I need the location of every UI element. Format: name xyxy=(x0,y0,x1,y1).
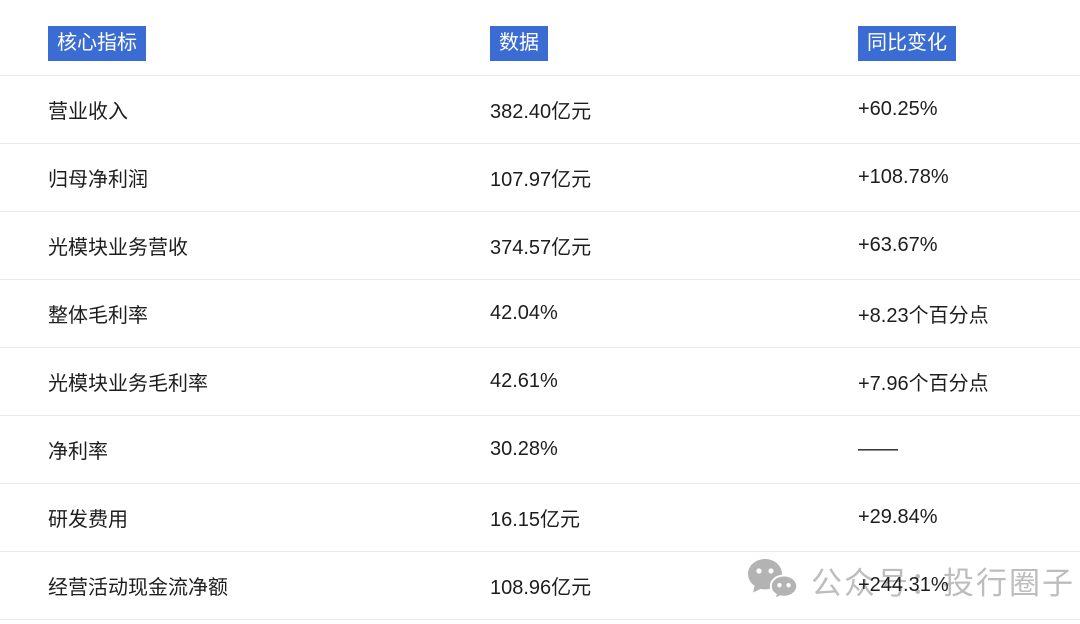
table-header-row: 核心指标 数据 同比变化 xyxy=(0,0,1080,76)
change-cell: +29.84% xyxy=(858,506,938,528)
change-cell: +60.25% xyxy=(858,98,938,120)
table-row: 光模块业务营收 374.57亿元 +63.67% xyxy=(0,212,1080,280)
watermark-text: 公众号：投行圈子 xyxy=(811,565,1075,601)
indicator-cell: 营业收入 xyxy=(48,101,128,123)
indicator-cell: 光模块业务毛利率 xyxy=(48,373,208,395)
table-row: 归母净利润 107.97亿元 +108.78% xyxy=(0,144,1080,212)
header-cell-indicator: 核心指标 xyxy=(48,26,490,61)
table-row: 整体毛利率 42.04% +8.23个百分点 xyxy=(0,280,1080,348)
value-cell: 30.28% xyxy=(490,438,558,460)
value-cell: 107.97亿元 xyxy=(490,169,592,191)
indicator-cell: 整体毛利率 xyxy=(48,305,148,327)
table-body: 营业收入 382.40亿元 +60.25% 归母净利润 107.97亿元 +10… xyxy=(0,76,1080,620)
wechat-icon xyxy=(746,557,798,603)
change-cell: +7.96个百分点 xyxy=(858,373,989,395)
change-cell: +63.67% xyxy=(858,234,938,256)
indicator-cell: 光模块业务营收 xyxy=(48,237,188,259)
change-cell: +244.31% xyxy=(858,574,949,596)
table-row: 经营活动现金流净额 108.96亿元 +244.31% xyxy=(0,552,1080,620)
change-cell: +8.23个百分点 xyxy=(858,305,989,327)
watermark: 公众号：投行圈子 xyxy=(746,554,1075,606)
header-core-indicator: 核心指标 xyxy=(48,26,146,61)
value-cell: 374.57亿元 xyxy=(490,237,592,259)
table-row: 光模块业务毛利率 42.61% +7.96个百分点 xyxy=(0,348,1080,416)
header-yoy-change: 同比变化 xyxy=(858,26,956,61)
value-cell: 42.61% xyxy=(490,370,558,392)
indicator-cell: 经营活动现金流净额 xyxy=(48,577,228,599)
header-cell-data: 数据 xyxy=(490,26,858,61)
table-row: 研发费用 16.15亿元 +29.84% xyxy=(0,484,1080,552)
table-row: 净利率 30.28% —— xyxy=(0,416,1080,484)
indicator-cell: 净利率 xyxy=(48,441,108,463)
value-cell: 42.04% xyxy=(490,302,558,324)
value-cell: 16.15亿元 xyxy=(490,509,581,531)
header-cell-yoy-change: 同比变化 xyxy=(858,26,1080,61)
change-cell: —— xyxy=(858,438,898,460)
indicator-cell: 归母净利润 xyxy=(48,169,148,191)
value-cell: 382.40亿元 xyxy=(490,101,592,123)
table-row: 营业收入 382.40亿元 +60.25% xyxy=(0,76,1080,144)
header-data: 数据 xyxy=(490,26,548,61)
value-cell: 108.96亿元 xyxy=(490,577,592,599)
change-cell: +108.78% xyxy=(858,166,949,188)
indicator-cell: 研发费用 xyxy=(48,509,128,531)
